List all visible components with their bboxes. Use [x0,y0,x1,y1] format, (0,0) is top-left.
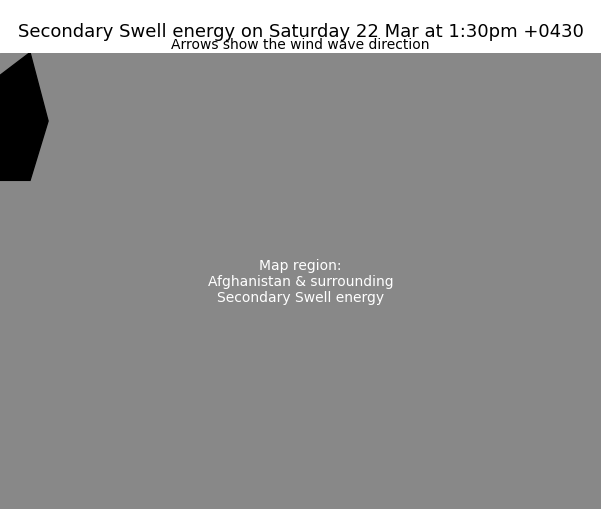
Text: Secondary Swell energy on Saturday 22 Mar at 1:30pm +0430: Secondary Swell energy on Saturday 22 Ma… [17,23,584,41]
Text: Map region:
Afghanistan & surrounding
Secondary Swell energy: Map region: Afghanistan & surrounding Se… [208,258,393,304]
Text: Arrows show the wind wave direction: Arrows show the wind wave direction [171,38,430,52]
Polygon shape [0,53,48,181]
